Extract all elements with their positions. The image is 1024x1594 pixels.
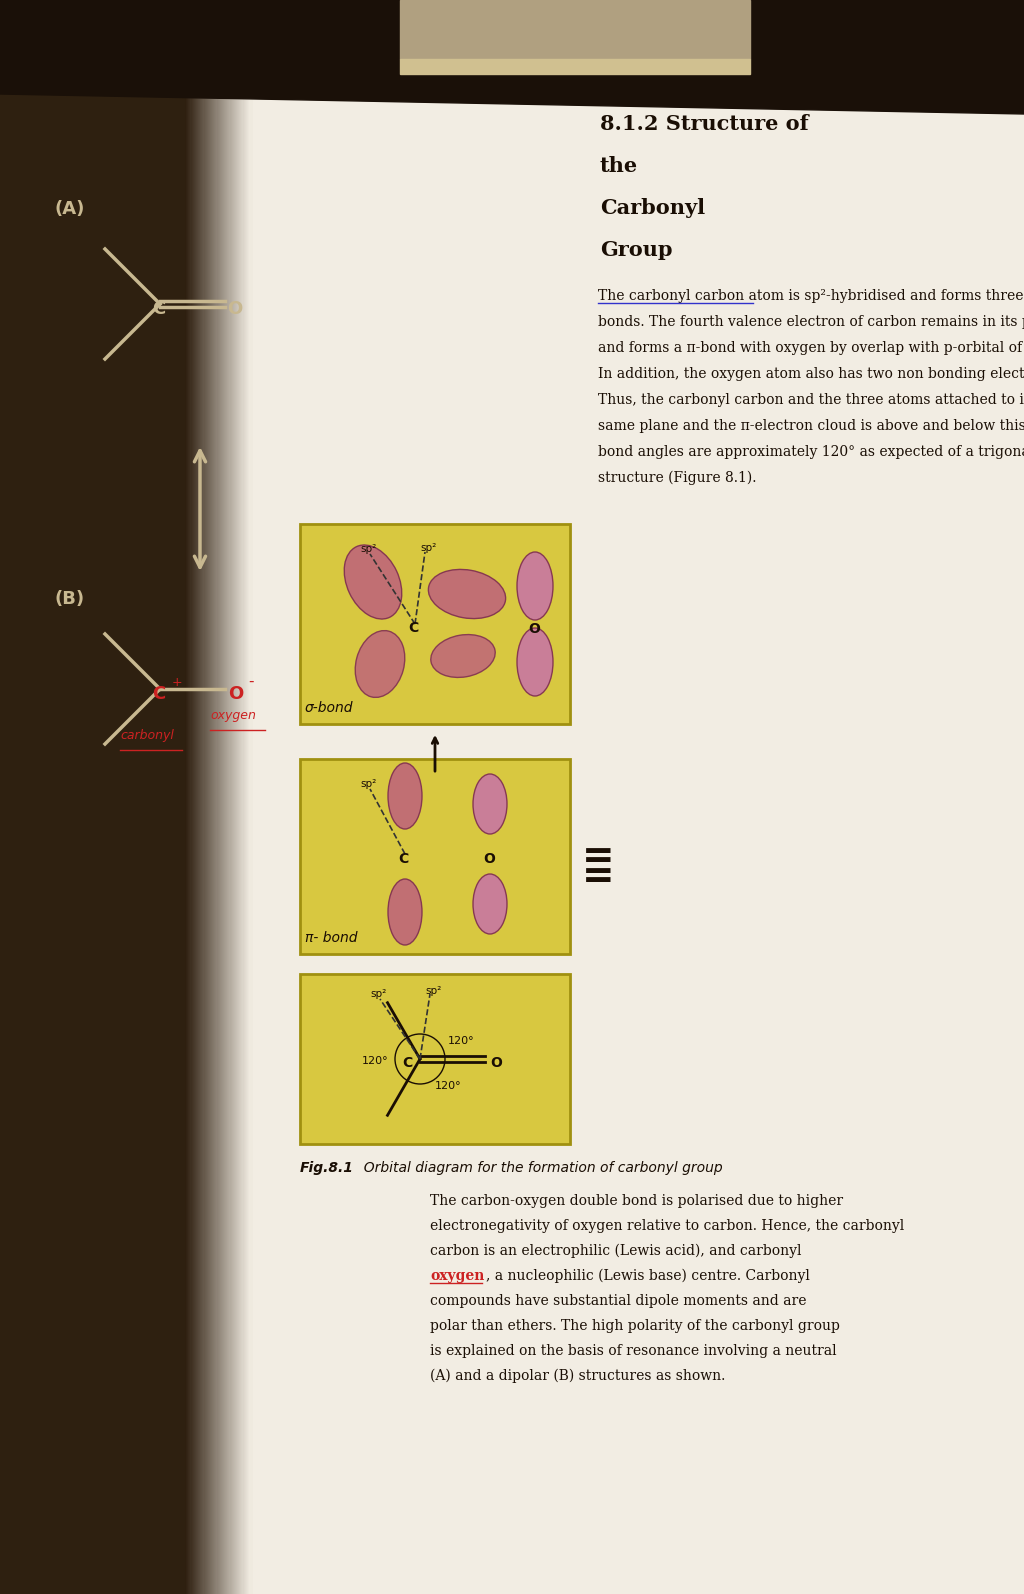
- Text: 120°: 120°: [435, 1081, 462, 1090]
- Polygon shape: [234, 0, 239, 1594]
- Polygon shape: [195, 0, 199, 1594]
- Text: C: C: [152, 685, 165, 703]
- Polygon shape: [220, 0, 223, 1594]
- Text: Orbital diagram for the formation of carbonyl group: Orbital diagram for the formation of car…: [355, 1160, 723, 1175]
- Text: =: =: [582, 858, 614, 896]
- Polygon shape: [242, 0, 246, 1594]
- Text: 8.1.2 Structure of: 8.1.2 Structure of: [600, 115, 809, 134]
- Text: σ-bond: σ-bond: [305, 701, 353, 716]
- Text: Fig.8.1: Fig.8.1: [300, 1160, 354, 1175]
- Polygon shape: [211, 0, 215, 1594]
- Polygon shape: [217, 0, 221, 1594]
- Polygon shape: [203, 0, 206, 1594]
- Text: sp²: sp²: [420, 544, 436, 553]
- Text: bond angles are approximately 120° as expected of a trigonal coplanar: bond angles are approximately 120° as ex…: [598, 445, 1024, 459]
- Polygon shape: [237, 0, 241, 1594]
- Ellipse shape: [428, 569, 506, 618]
- Polygon shape: [185, 0, 1024, 1594]
- Polygon shape: [244, 0, 248, 1594]
- Polygon shape: [210, 0, 214, 1594]
- Polygon shape: [245, 0, 249, 1594]
- Polygon shape: [215, 0, 219, 1594]
- Polygon shape: [243, 0, 247, 1594]
- Polygon shape: [228, 0, 232, 1594]
- Polygon shape: [189, 0, 194, 1594]
- Polygon shape: [221, 0, 224, 1594]
- Polygon shape: [206, 0, 210, 1594]
- Polygon shape: [247, 0, 251, 1594]
- Text: , a nucleophilic (Lewis base) centre. Carbonyl: , a nucleophilic (Lewis base) centre. Ca…: [486, 1269, 810, 1283]
- Text: compounds have substantial dipole moments and are: compounds have substantial dipole moment…: [430, 1294, 807, 1309]
- Text: -: -: [248, 674, 254, 689]
- Polygon shape: [232, 0, 237, 1594]
- Text: +: +: [172, 676, 182, 689]
- Polygon shape: [224, 0, 228, 1594]
- Ellipse shape: [388, 764, 422, 829]
- Text: 120°: 120°: [362, 1055, 389, 1066]
- Text: C: C: [152, 300, 165, 317]
- Text: (A) and a dipolar (B) structures as shown.: (A) and a dipolar (B) structures as show…: [430, 1369, 725, 1384]
- Text: carbon is an electrophilic (Lewis acid), and carbonyl: carbon is an electrophilic (Lewis acid),…: [430, 1243, 802, 1258]
- Polygon shape: [187, 0, 191, 1594]
- Text: (A): (A): [55, 199, 85, 218]
- Polygon shape: [0, 0, 1024, 115]
- Text: the: the: [600, 156, 638, 175]
- Polygon shape: [213, 0, 217, 1594]
- Polygon shape: [208, 0, 212, 1594]
- Text: sp²: sp²: [360, 544, 376, 555]
- Polygon shape: [249, 0, 253, 1594]
- Polygon shape: [218, 0, 222, 1594]
- Text: is explained on the basis of resonance involving a neutral: is explained on the basis of resonance i…: [430, 1344, 837, 1358]
- Polygon shape: [198, 0, 202, 1594]
- Text: O: O: [228, 685, 244, 703]
- Text: C: C: [402, 1055, 413, 1070]
- Text: The carbon-oxygen double bond is polarised due to higher: The carbon-oxygen double bond is polaris…: [430, 1194, 843, 1208]
- Text: (B): (B): [55, 590, 85, 607]
- Polygon shape: [246, 0, 250, 1594]
- Polygon shape: [222, 0, 226, 1594]
- Polygon shape: [226, 0, 230, 1594]
- Polygon shape: [216, 0, 220, 1594]
- Text: O: O: [227, 300, 243, 317]
- Text: π- bond: π- bond: [305, 931, 357, 945]
- Text: sp²: sp²: [370, 988, 386, 999]
- Ellipse shape: [344, 545, 401, 618]
- Polygon shape: [194, 0, 198, 1594]
- Text: polar than ethers. The high polarity of the carbonyl group: polar than ethers. The high polarity of …: [430, 1318, 840, 1333]
- Text: O: O: [490, 1055, 502, 1070]
- Text: oxygen: oxygen: [210, 709, 256, 722]
- Text: O: O: [528, 622, 540, 636]
- Text: The carbonyl carbon atom is sp²-hybridised and forms three sigma (σ): The carbonyl carbon atom is sp²-hybridis…: [598, 289, 1024, 303]
- Polygon shape: [204, 0, 208, 1594]
- Polygon shape: [229, 0, 233, 1594]
- Text: bonds. The fourth valence electron of carbon remains in its p-orbital,: bonds. The fourth valence electron of ca…: [598, 316, 1024, 328]
- Polygon shape: [248, 0, 252, 1594]
- Polygon shape: [202, 0, 205, 1594]
- Polygon shape: [185, 0, 189, 1594]
- Polygon shape: [196, 0, 200, 1594]
- Polygon shape: [223, 0, 227, 1594]
- Polygon shape: [214, 0, 218, 1594]
- Text: In addition, the oxygen atom also has two non bonding electron pairs.: In addition, the oxygen atom also has tw…: [598, 367, 1024, 381]
- Polygon shape: [400, 59, 750, 73]
- FancyBboxPatch shape: [300, 759, 570, 953]
- Polygon shape: [241, 0, 245, 1594]
- Text: Group: Group: [600, 241, 673, 260]
- Polygon shape: [188, 0, 193, 1594]
- Polygon shape: [230, 0, 234, 1594]
- Text: sp²: sp²: [425, 987, 441, 996]
- Ellipse shape: [517, 628, 553, 697]
- Text: structure (Figure 8.1).: structure (Figure 8.1).: [598, 470, 757, 486]
- Polygon shape: [193, 0, 197, 1594]
- Text: sp²: sp²: [360, 779, 376, 789]
- FancyBboxPatch shape: [300, 524, 570, 724]
- Ellipse shape: [473, 874, 507, 934]
- Polygon shape: [209, 0, 213, 1594]
- Polygon shape: [212, 0, 216, 1594]
- Polygon shape: [239, 0, 242, 1594]
- Polygon shape: [227, 0, 231, 1594]
- Polygon shape: [200, 0, 204, 1594]
- Ellipse shape: [431, 634, 496, 677]
- Text: electronegativity of oxygen relative to carbon. Hence, the carbonyl: electronegativity of oxygen relative to …: [430, 1219, 904, 1234]
